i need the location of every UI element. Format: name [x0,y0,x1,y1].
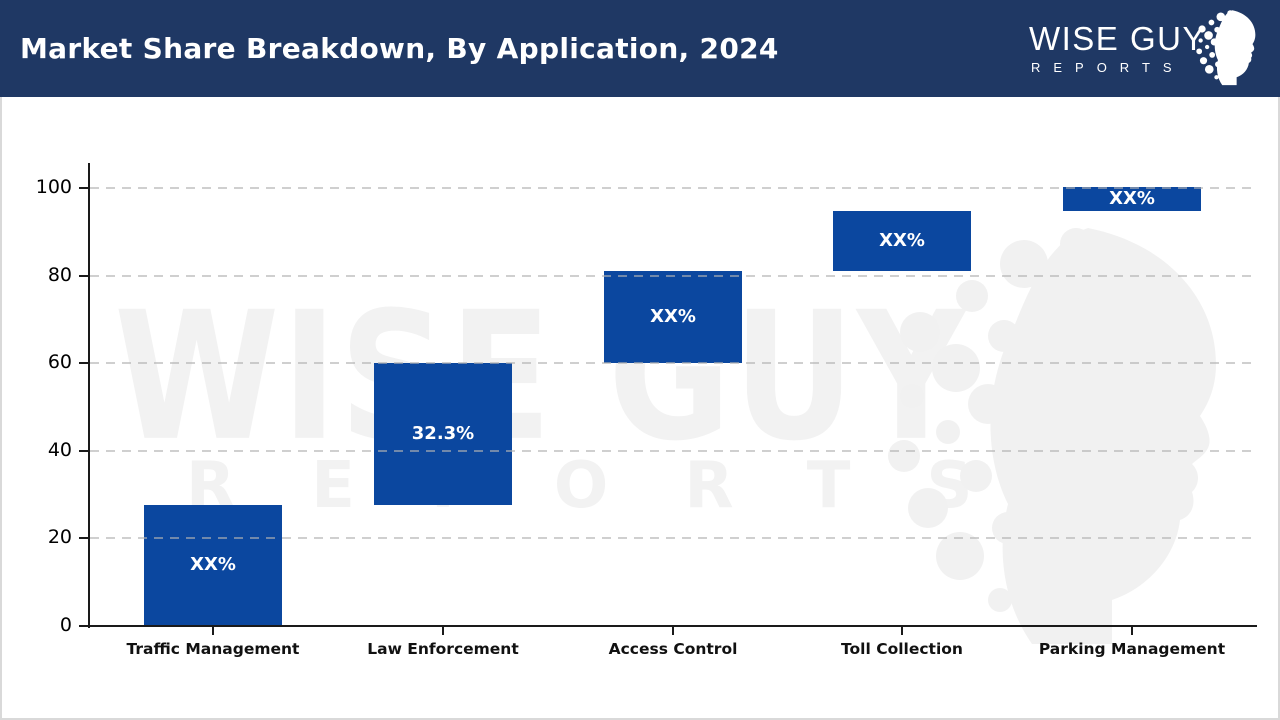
chart-canvas: WISE GUY REPORTS 0 20 [0,97,1280,720]
bar-value-label: XX% [1109,187,1155,209]
y-axis [88,163,90,628]
y-axis-tick-label: 60 [47,351,72,374]
brand-name: WISE GUY [1028,20,1206,57]
gridline [90,537,1257,540]
y-axis-tick [79,362,88,365]
y-axis-tick [79,187,88,189]
bar-value-label: XX% [190,554,236,576]
y-axis-tick-label: 80 [47,263,72,286]
gridline [90,187,1257,189]
brand-text: WISE GUY REPORTS [1029,22,1206,75]
gridline [90,362,1257,365]
x-axis-tick [212,627,214,635]
y-axis-tick [79,274,88,277]
watermark-brand-name: WISE GUY [114,275,968,481]
bar: XX% [604,271,742,364]
x-axis-tick [901,627,903,635]
bar: XX% [144,504,282,626]
category-label: Parking Management [1038,640,1226,658]
category-label: Access Control [608,640,738,658]
gridline [90,274,1257,277]
page-title: Market Share Breakdown, By Application, … [20,32,779,65]
header-bar: Market Share Breakdown, By Application, … [0,0,1280,97]
bar-value-label: XX% [879,230,925,252]
gridline [90,449,1257,452]
x-axis-tick [442,627,444,635]
face-logo-icon [1192,4,1264,94]
bar-value-label: XX% [650,306,696,328]
brand-tagline: REPORTS [1030,60,1185,75]
watermark-brand-tagline: REPORTS [186,449,1049,523]
y-axis-tick-label: 100 [35,176,72,198]
y-axis-tick [79,625,88,627]
category-label: Toll Collection [841,640,963,658]
bar-value-label: 32.3% [411,422,475,444]
y-axis-tick [79,449,88,452]
y-axis-tick-label: 20 [47,526,72,549]
x-axis-tick [672,627,674,635]
y-axis-tick [79,537,88,540]
category-label: Traffic Management [126,640,300,658]
bar: XX% [1063,186,1201,212]
x-axis [88,625,1257,627]
y-axis-tick-label: 40 [47,438,72,461]
plot-region: 0 20 40 60 80 100 XX% Traffic Management 32.3% La… [2,97,1278,718]
brand-logo: WISE GUY REPORTS [1029,4,1264,94]
y-axis-tick-label: 0 [59,614,72,636]
bar: 32.3% [374,363,512,505]
bar: XX% [833,211,971,272]
x-axis-tick [1131,627,1133,635]
category-label: Law Enforcement [367,640,519,658]
